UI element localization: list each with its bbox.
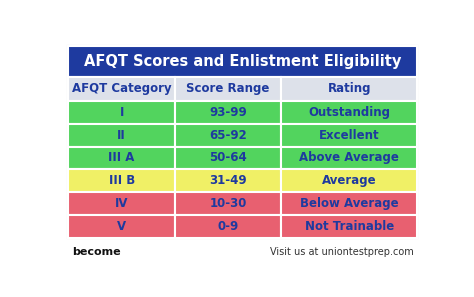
Bar [68, 46, 418, 238]
Text: AFQT Category: AFQT Category [72, 82, 172, 95]
Text: 31-49: 31-49 [210, 174, 247, 187]
Text: Score Range: Score Range [186, 82, 270, 95]
Text: Below Average: Below Average [300, 197, 399, 210]
Text: 10-30: 10-30 [210, 197, 247, 210]
Bar [281, 124, 418, 146]
Bar [68, 215, 175, 238]
Bar [175, 124, 281, 146]
Text: Rating: Rating [328, 82, 371, 95]
Text: Outstanding: Outstanding [309, 106, 391, 119]
Text: 0-9: 0-9 [218, 220, 239, 233]
Text: II: II [117, 129, 126, 142]
Bar [68, 101, 175, 124]
Text: Above Average: Above Average [300, 151, 399, 165]
Text: V: V [117, 220, 126, 233]
Text: I: I [119, 106, 124, 119]
Bar [281, 215, 418, 238]
Bar [175, 215, 281, 238]
Text: 50-64: 50-64 [209, 151, 247, 165]
Bar [281, 169, 418, 192]
Bar [68, 146, 175, 169]
Bar [68, 192, 175, 215]
Bar [175, 77, 281, 101]
Bar [68, 124, 175, 146]
Bar [175, 146, 281, 169]
Bar [175, 169, 281, 192]
Bar [281, 192, 418, 215]
Text: 65-92: 65-92 [209, 129, 247, 142]
Bar [68, 77, 175, 101]
Bar [175, 192, 281, 215]
Text: AFQT Scores and Enlistment Eligibility: AFQT Scores and Enlistment Eligibility [84, 54, 401, 69]
Bar [281, 77, 418, 101]
Text: become: become [72, 247, 121, 257]
Text: IV: IV [115, 197, 128, 210]
Text: III A: III A [109, 151, 135, 165]
Bar [281, 101, 418, 124]
Bar [281, 146, 418, 169]
Bar [68, 46, 418, 77]
Text: Excellent: Excellent [319, 129, 380, 142]
Text: Not Trainable: Not Trainable [305, 220, 394, 233]
Bar [175, 101, 281, 124]
Text: Visit us at uniontestprep.com: Visit us at uniontestprep.com [270, 247, 414, 257]
Text: III B: III B [109, 174, 135, 187]
Text: Average: Average [322, 174, 377, 187]
Bar [68, 169, 175, 192]
Text: 93-99: 93-99 [209, 106, 247, 119]
